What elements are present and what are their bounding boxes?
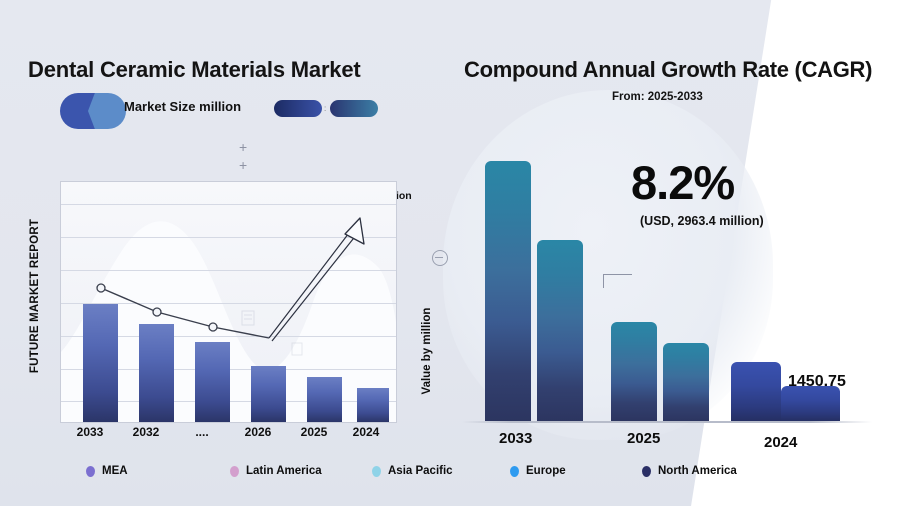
legend-label-europe: Europe [526,465,566,477]
x-label-dots: .... [195,425,209,439]
right-bar-2024-secondary [781,386,840,421]
bar-2024 [357,388,389,422]
plus-icon-2: + [239,157,248,173]
cagr-value: 8.2% [631,156,735,209]
page-title: Dental Ceramic Materials Market [28,57,361,82]
trend-line [96,217,365,342]
legend: MEA Latin America Asia Pacific Europe No… [86,465,806,485]
pill-separator: : [324,104,327,113]
brand-logo-icon [60,93,126,129]
market-size-label: Market Size million [124,99,242,114]
legend-marker-europe [510,465,519,477]
bar-dots [195,342,230,422]
legend-item-europe[interactable]: Europe [510,465,566,477]
axis-tick-bracket [603,274,632,288]
legend-label-north-america: North America [658,465,737,477]
data-label-1450: 1450.75 [788,373,846,390]
legend-marker-asia-pacific [372,465,381,477]
right-bar-2025-primary [611,322,657,421]
right-bar-2033-secondary [537,240,583,421]
x-label-2025: 2025 [300,425,328,439]
y-axis-left-label: FUTURE MARKET REPORT [29,218,41,374]
right-x-label-2024: 2024 [764,434,798,451]
right-bar-2025-secondary [663,343,709,421]
minus-circle-icon [432,250,448,266]
bar-2032 [139,324,174,422]
bar-2033 [83,304,118,422]
x-label-2026: 2026 [244,425,272,439]
right-bar-2024-primary [731,362,781,421]
legend-item-asia-pacific[interactable]: Asia Pacific [372,465,453,477]
right-x-label-2033: 2033 [499,430,533,447]
bar-2026 [251,366,286,422]
right-bar-2033-primary [485,161,531,421]
legend-item-mea[interactable]: MEA [86,465,128,477]
legend-pill-primary [274,100,322,117]
legend-item-north-america[interactable]: North America [642,465,737,477]
legend-label-mea: MEA [102,465,128,477]
x-label-2032: 2032 [132,425,160,439]
legend-marker-latin-america [230,465,239,477]
legend-item-latin-america[interactable]: Latin America [230,465,322,477]
legend-label-asia-pacific: Asia Pacific [388,465,453,477]
tag-watermark-icon [291,342,303,356]
left-bar-chart [60,181,397,423]
legend-pill-secondary [330,100,378,117]
cagr-subtitle: From: 2025-2033 [612,91,703,103]
y-axis-right-label: Value by million [421,307,433,395]
document-watermark-icon [241,310,255,326]
cagr-note: (USD, 2963.4 million) [640,214,764,228]
cagr-title: Compound Annual Growth Rate (CAGR) [464,57,873,82]
bar-2025 [307,377,342,422]
legend-label-latin-america: Latin America [246,465,322,477]
x-label-2024: 2024 [352,425,380,439]
right-chart-baseline [462,421,872,423]
legend-marker-north-america [642,465,651,477]
plus-icon-1: + [239,139,248,155]
legend-marker-mea [86,465,95,477]
right-x-label-2025: 2025 [627,430,661,447]
x-label-2033: 2033 [76,425,104,439]
